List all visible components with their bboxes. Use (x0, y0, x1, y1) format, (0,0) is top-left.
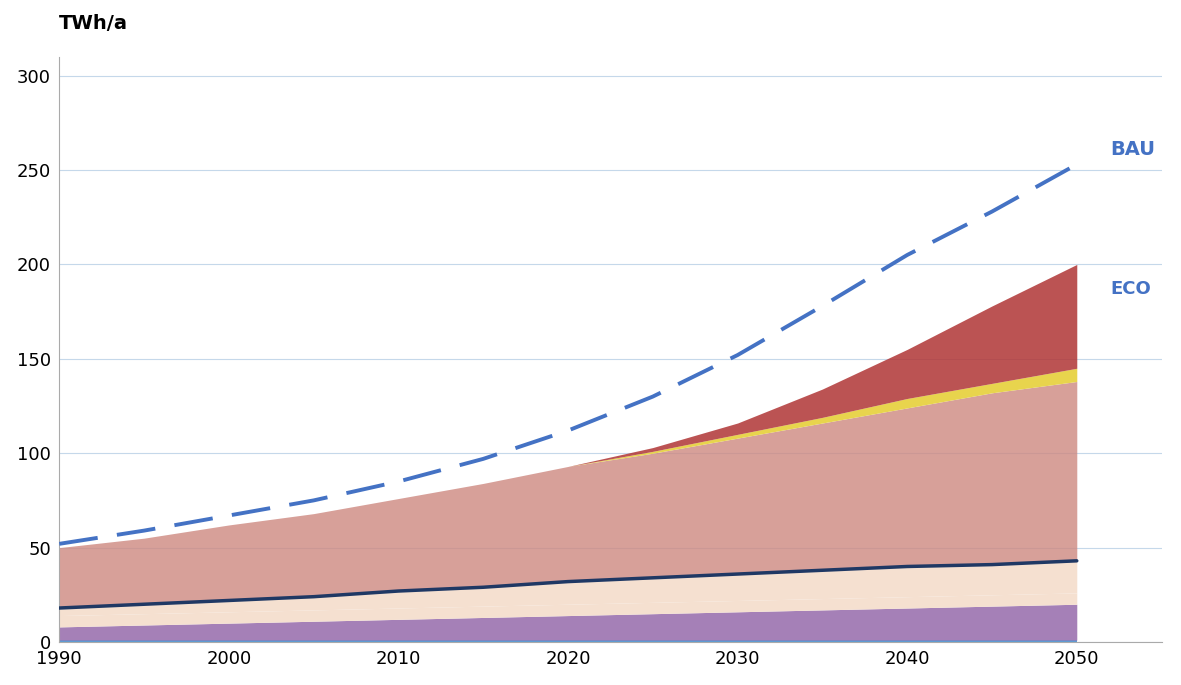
Text: ECO: ECO (1110, 279, 1151, 297)
Text: BAU: BAU (1110, 140, 1156, 159)
Text: TWh/a: TWh/a (59, 14, 129, 34)
